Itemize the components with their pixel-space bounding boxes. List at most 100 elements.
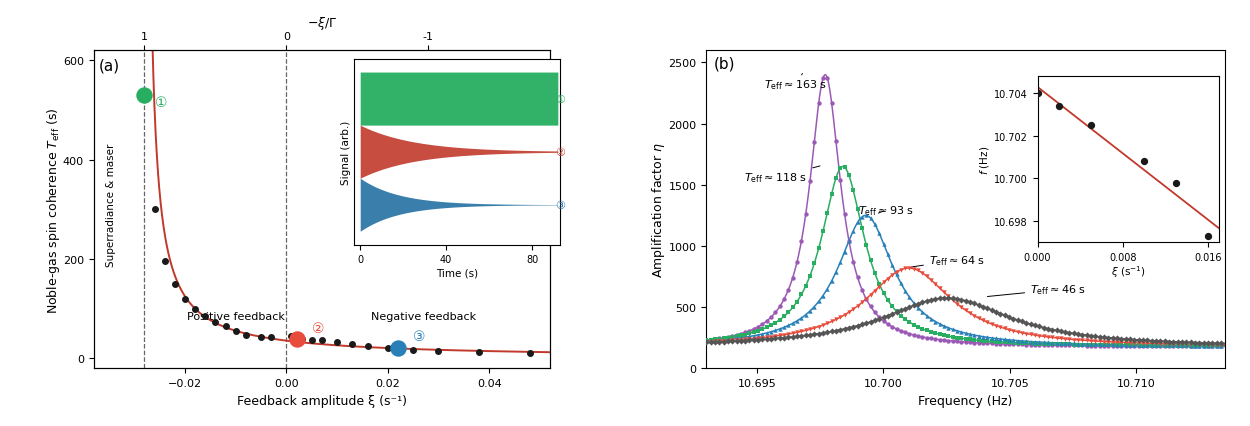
Point — [1008, 337, 1028, 344]
Point — [1055, 336, 1075, 343]
Point — [1013, 330, 1032, 337]
Point — [788, 333, 808, 340]
Point — [1042, 342, 1062, 348]
Point — [726, 335, 746, 342]
Point — [788, 299, 808, 305]
Point — [1051, 341, 1071, 348]
Point — [1072, 331, 1092, 338]
Point — [882, 272, 902, 279]
Text: ③: ③ — [412, 329, 425, 343]
Point — [1085, 338, 1105, 345]
Fit — [341, 344, 356, 349]
Point — [1094, 334, 1114, 341]
Point — [779, 334, 799, 341]
Point — [972, 337, 992, 344]
Point — [1176, 339, 1196, 346]
Point — [1168, 343, 1187, 350]
Point — [749, 332, 769, 339]
Point — [1111, 342, 1131, 349]
Point — [916, 313, 936, 320]
Point — [925, 318, 945, 325]
Point — [796, 311, 816, 318]
Point — [1211, 343, 1231, 350]
Point — [999, 314, 1019, 321]
Point — [1029, 342, 1049, 348]
Point — [752, 331, 772, 337]
Point — [1116, 336, 1136, 343]
Point — [774, 324, 794, 331]
Point — [731, 332, 751, 339]
Point — [912, 325, 932, 332]
Point — [1155, 338, 1175, 345]
Point — [1185, 339, 1205, 346]
Experiment — [328, 339, 348, 345]
Point — [804, 139, 824, 146]
Point — [978, 340, 998, 347]
Point — [1146, 343, 1166, 349]
Point — [969, 302, 989, 309]
Point — [1150, 343, 1170, 350]
Point — [1164, 342, 1184, 349]
Point — [770, 317, 790, 323]
Point — [821, 191, 841, 198]
Point — [891, 267, 911, 273]
Point — [791, 333, 811, 340]
Point — [809, 245, 829, 252]
Point — [286, 335, 306, 342]
Point — [1020, 321, 1040, 328]
Point — [886, 269, 906, 276]
Point — [1085, 342, 1105, 348]
Point — [865, 222, 885, 228]
Point — [972, 340, 992, 347]
Point — [1194, 343, 1214, 349]
Point — [1102, 341, 1122, 348]
Point — [826, 138, 846, 145]
Point — [904, 322, 924, 328]
Point — [869, 283, 889, 290]
Point — [1064, 330, 1084, 337]
Point — [1172, 339, 1192, 345]
Point — [804, 260, 824, 267]
Point — [718, 338, 738, 345]
Point — [986, 322, 1006, 329]
Point — [1102, 342, 1122, 349]
Point — [735, 331, 755, 338]
Text: $T_{\rm eff} \approx 118$ s: $T_{\rm eff} \approx 118$ s — [744, 167, 820, 185]
Point — [1094, 341, 1114, 348]
Point — [912, 309, 932, 316]
Point — [740, 330, 760, 337]
Point — [1020, 338, 1040, 345]
Point — [796, 327, 816, 334]
Experiment — [195, 313, 215, 320]
Point — [886, 326, 906, 333]
Point — [826, 328, 846, 334]
Point — [882, 262, 902, 269]
Point — [956, 336, 976, 343]
Text: ①: ① — [556, 95, 566, 104]
Point — [1038, 342, 1058, 348]
Point — [740, 337, 760, 344]
Point — [1025, 339, 1045, 345]
Point — [1108, 341, 1128, 348]
Point — [1051, 342, 1071, 349]
Point — [972, 317, 992, 324]
Point — [882, 303, 902, 310]
Experiment — [281, 333, 301, 340]
Point — [964, 340, 984, 346]
Experiment — [215, 323, 235, 330]
Point — [1016, 338, 1036, 345]
Point — [1064, 342, 1084, 349]
Point — [878, 312, 898, 319]
Point — [1111, 339, 1131, 346]
Point — [1094, 342, 1114, 349]
Point — [1141, 340, 1161, 347]
Point — [942, 295, 962, 302]
Point — [925, 336, 945, 343]
Point — [1202, 343, 1222, 350]
Point — [948, 338, 968, 345]
Point — [782, 274, 802, 281]
Point — [821, 318, 841, 325]
Point — [726, 337, 746, 344]
Point — [714, 334, 734, 341]
Text: $T_{\rm eff} \approx 163$ s: $T_{\rm eff} \approx 163$ s — [765, 74, 828, 92]
